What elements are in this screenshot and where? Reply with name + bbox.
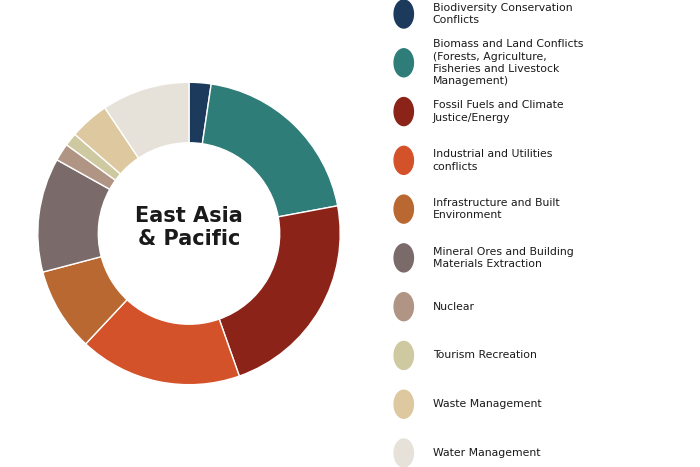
- Text: Mineral Ores and Building
Materials Extraction: Mineral Ores and Building Materials Extr…: [433, 247, 573, 269]
- Circle shape: [394, 146, 414, 174]
- Circle shape: [394, 49, 414, 77]
- Wedge shape: [189, 82, 211, 144]
- Wedge shape: [38, 160, 110, 272]
- Wedge shape: [219, 206, 340, 376]
- Wedge shape: [66, 134, 120, 180]
- Circle shape: [394, 195, 414, 223]
- Text: Industrial and Utilities
conflicts: Industrial and Utilities conflicts: [433, 149, 552, 171]
- Wedge shape: [105, 82, 189, 158]
- Text: Fossil Fuels and Climate
Justice/Energy: Fossil Fuels and Climate Justice/Energy: [433, 100, 564, 123]
- Wedge shape: [85, 300, 239, 385]
- Circle shape: [394, 0, 414, 28]
- Text: Water Management: Water Management: [433, 448, 540, 458]
- Text: Infrastructure and Built
Environment: Infrastructure and Built Environment: [433, 198, 559, 220]
- Wedge shape: [57, 145, 116, 189]
- Wedge shape: [202, 84, 337, 217]
- Text: Biomass and Land Conflicts
(Forests, Agriculture,
Fisheries and Livestock
Manage: Biomass and Land Conflicts (Forests, Agr…: [433, 39, 583, 86]
- Text: East Asia
& Pacific: East Asia & Pacific: [135, 206, 243, 249]
- Text: Biodiversity Conservation
Conflicts: Biodiversity Conservation Conflicts: [433, 3, 573, 25]
- Wedge shape: [75, 108, 139, 174]
- Circle shape: [394, 390, 414, 418]
- Circle shape: [394, 439, 414, 467]
- Text: Nuclear: Nuclear: [433, 302, 475, 311]
- Circle shape: [394, 98, 414, 126]
- Circle shape: [394, 244, 414, 272]
- Text: Waste Management: Waste Management: [433, 399, 541, 409]
- Wedge shape: [43, 257, 127, 344]
- Circle shape: [394, 341, 414, 369]
- Circle shape: [394, 293, 414, 321]
- Text: Tourism Recreation: Tourism Recreation: [433, 350, 537, 361]
